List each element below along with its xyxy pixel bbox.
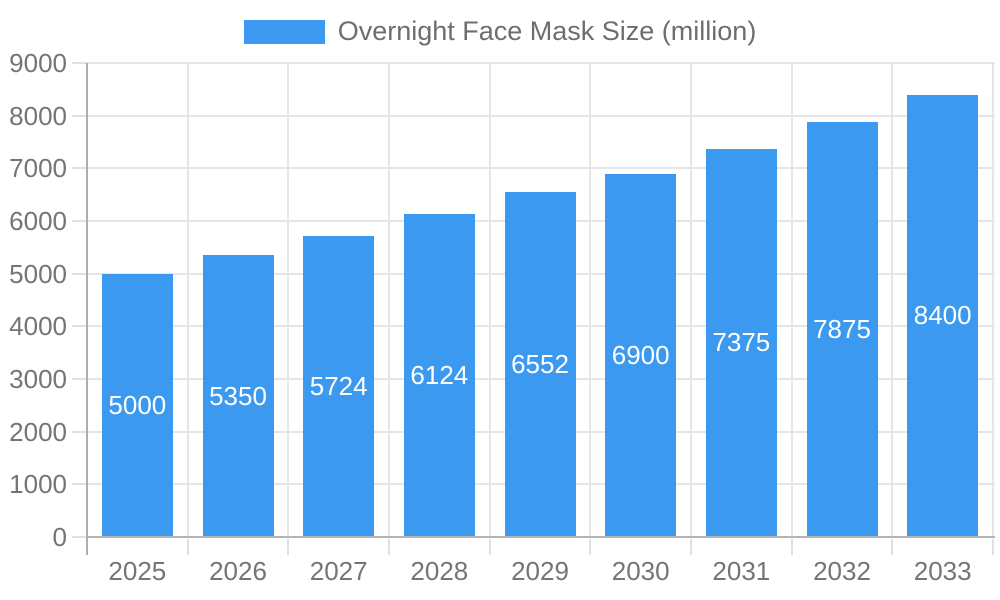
x-axis-tick	[186, 539, 189, 555]
bar-value-label: 6124	[410, 360, 469, 391]
y-axis-line	[86, 63, 88, 555]
x-axis-tick	[690, 539, 692, 555]
y-axis-label: 9000	[9, 48, 67, 78]
y-axis-tick	[72, 483, 87, 486]
x-axis-label: 2026	[209, 556, 267, 586]
x-axis-tick	[891, 539, 894, 555]
h-gridline	[87, 62, 995, 64]
y-axis-label: 7000	[9, 153, 67, 184]
chart-legend[interactable]: Overnight Face Mask Size (million)	[0, 16, 1000, 47]
plot-area: 5000 5350 5724 6124 6552 6900 7375 7875 8400	[87, 62, 995, 538]
v-gridline	[690, 63, 692, 537]
legend-swatch	[243, 19, 325, 44]
v-gridline	[287, 63, 290, 537]
x-axis-tick	[790, 539, 793, 555]
y-axis-tick	[72, 430, 87, 433]
y-axis-tick	[72, 114, 87, 117]
bar-value-label: 8400	[913, 300, 972, 331]
bar-value-label: 5724	[309, 370, 368, 401]
y-axis-label: 1000	[9, 469, 67, 500]
v-gridline	[891, 63, 894, 537]
v-gridline	[488, 63, 491, 537]
y-axis-tick	[72, 167, 87, 170]
y-axis-label: 3000	[9, 364, 67, 394]
h-gridline	[87, 114, 995, 117]
v-gridline	[992, 63, 994, 537]
y-axis-label: 0	[52, 522, 67, 552]
y-axis-tick	[72, 536, 87, 538]
bar-value-label: 5350	[209, 380, 267, 411]
x-axis-tick	[488, 539, 491, 555]
bar-2029[interactable]: 6552	[504, 191, 576, 537]
x-axis-tick	[388, 539, 390, 555]
x-axis-tick	[287, 539, 290, 555]
v-gridline	[589, 63, 592, 537]
bar-value-label: 6552	[511, 348, 569, 379]
y-axis-label: 4000	[9, 311, 67, 342]
v-gridline	[790, 63, 793, 537]
y-axis-tick	[72, 378, 87, 380]
bar-2028[interactable]: 6124	[403, 214, 475, 537]
bar-2032[interactable]: 7875	[806, 122, 878, 537]
x-axis-label: 2025	[108, 556, 167, 586]
x-axis-label: 2030	[611, 556, 670, 586]
x-axis-tick	[992, 539, 994, 555]
bar-2025[interactable]: 5000	[101, 273, 173, 537]
y-axis-tick	[72, 325, 87, 328]
x-axis-label: 2027	[309, 556, 368, 586]
x-axis-label: 2028	[410, 556, 469, 586]
y-axis-label: 2000	[9, 416, 67, 447]
bar-value-label: 7375	[712, 327, 771, 358]
bar-2031[interactable]: 7375	[705, 148, 777, 537]
x-axis-label: 2029	[511, 556, 569, 586]
y-axis-label: 6000	[9, 206, 67, 236]
x-axis-label: 2033	[913, 556, 972, 586]
bar-2026[interactable]: 5350	[202, 255, 274, 537]
bar-value-label: 7875	[813, 314, 871, 345]
v-gridline	[186, 63, 189, 537]
y-axis-tick	[72, 220, 87, 222]
v-gridline	[388, 63, 390, 537]
bar-value-label: 5000	[108, 389, 167, 420]
y-axis-label: 8000	[9, 100, 67, 131]
x-axis-label: 2031	[712, 556, 771, 586]
bar-2033[interactable]: 8400	[907, 94, 979, 537]
y-axis-label: 5000	[9, 258, 67, 289]
x-axis-label: 2032	[813, 556, 871, 586]
x-axis-tick	[589, 539, 592, 555]
bar-value-label: 6900	[611, 339, 670, 370]
bar-2027[interactable]: 5724	[303, 235, 375, 537]
x-baseline	[87, 536, 995, 538]
bar-2030[interactable]: 6900	[605, 173, 677, 537]
y-axis-tick	[72, 272, 87, 275]
h-gridline	[87, 167, 995, 170]
y-axis-tick	[72, 62, 87, 64]
legend-label: Overnight Face Mask Size (million)	[337, 16, 757, 46]
